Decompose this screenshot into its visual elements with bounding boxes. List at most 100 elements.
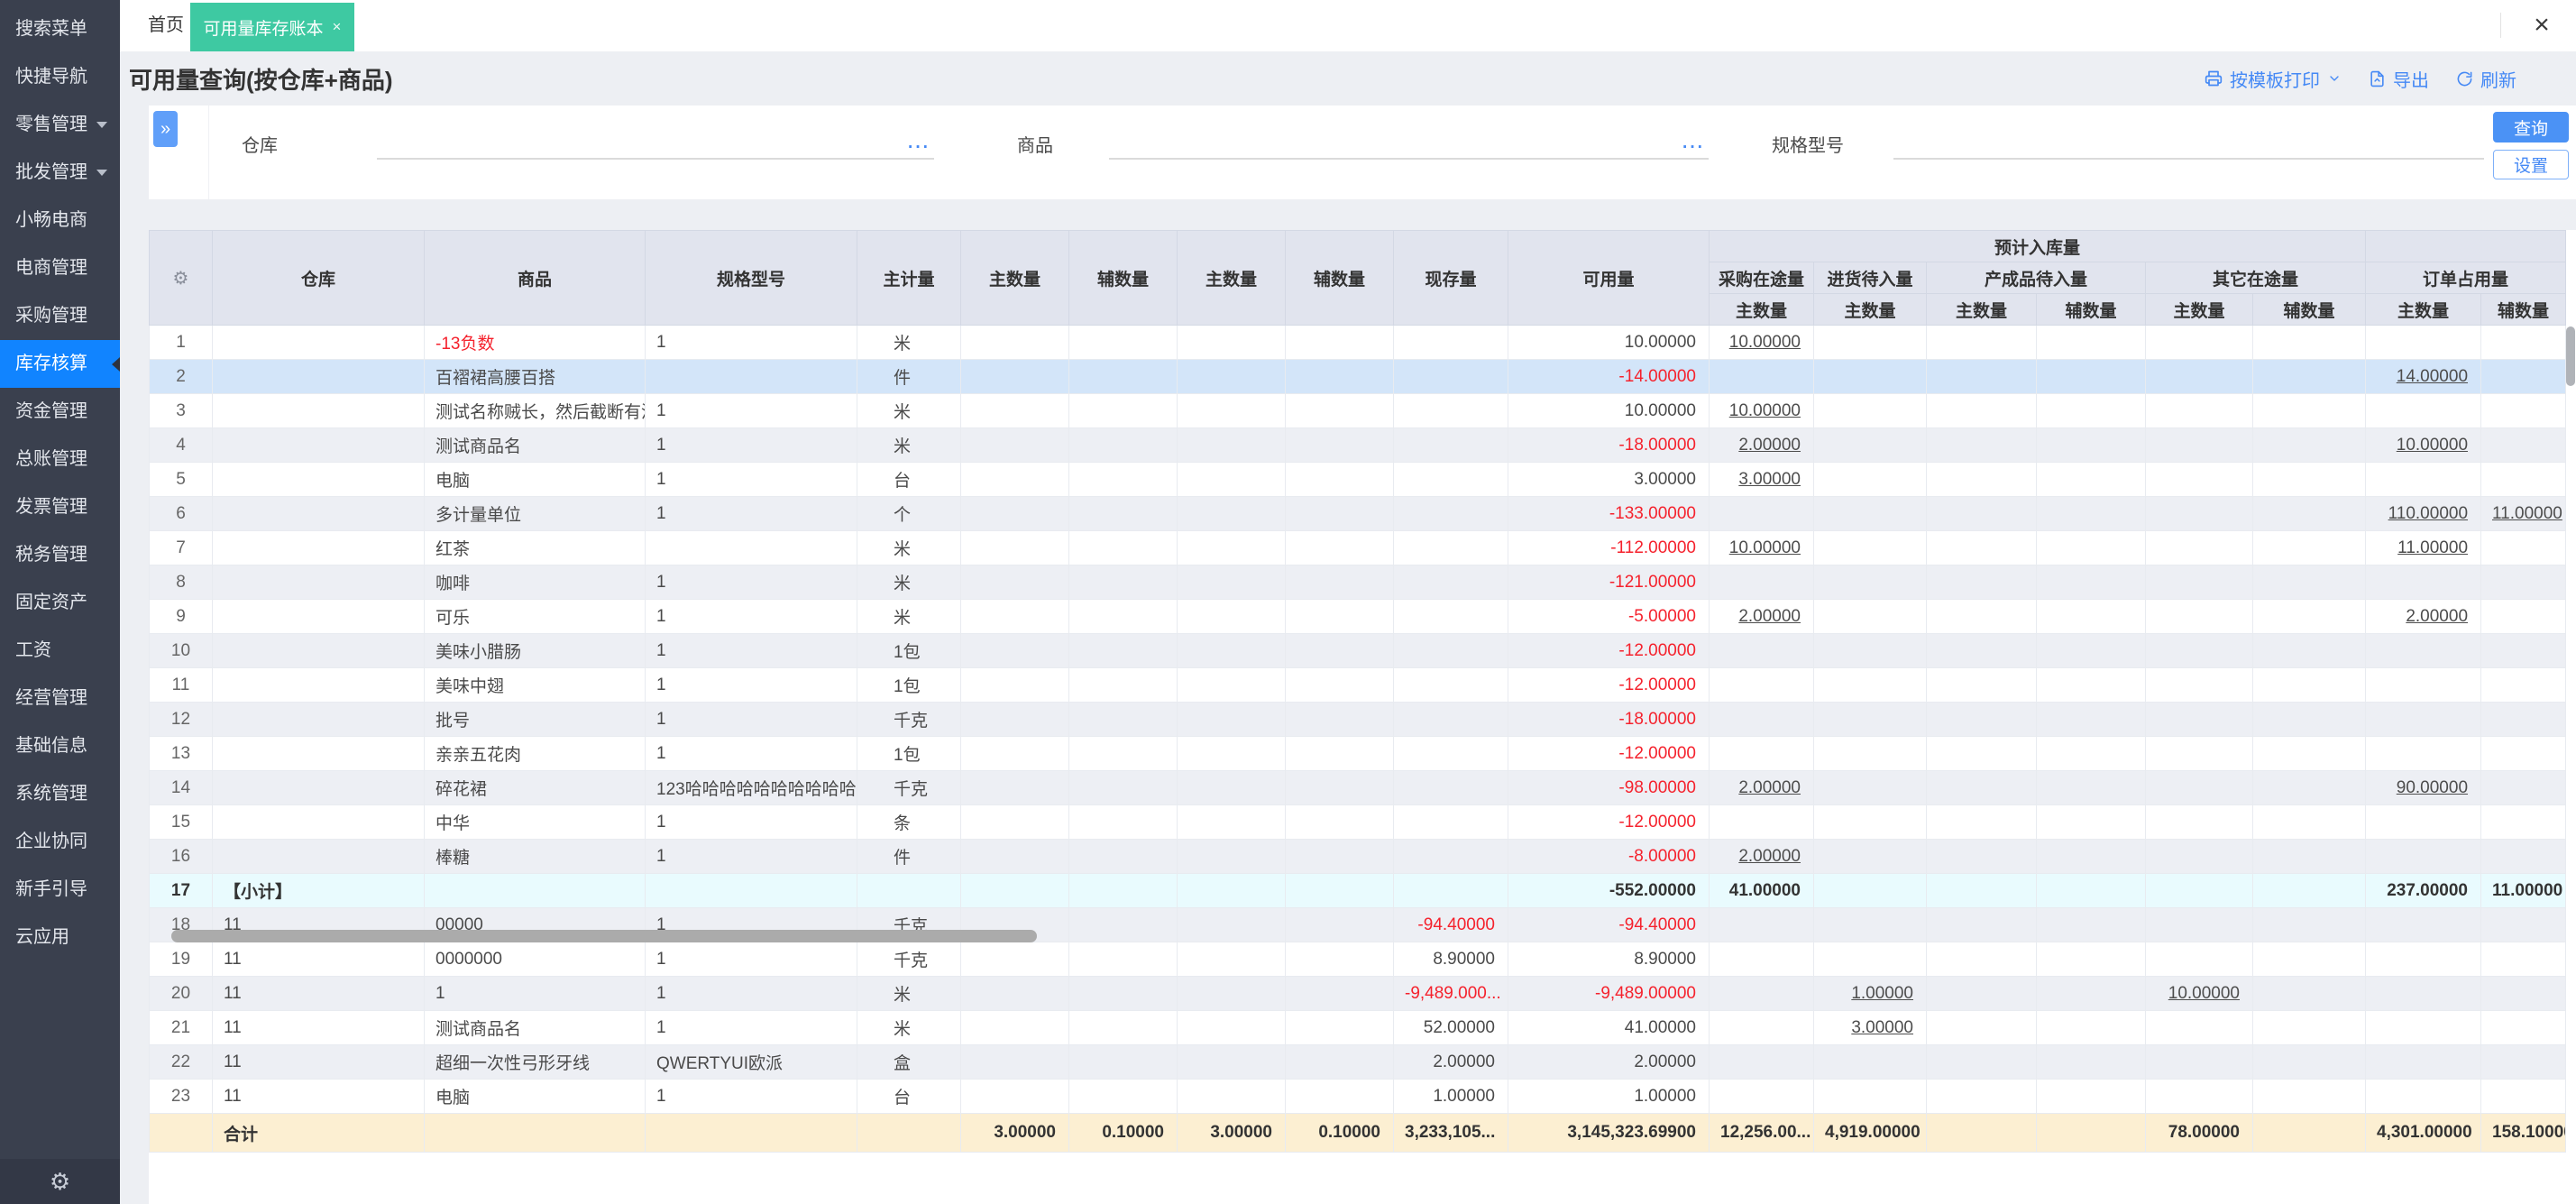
- cell-pt[interactable]: 2.00000: [1709, 839, 1814, 874]
- cell-q1: [960, 359, 1069, 394]
- product-picker-icon[interactable]: ···: [1682, 138, 1705, 157]
- sidebar-item-批发管理[interactable]: 批发管理: [0, 149, 120, 197]
- cell-pt[interactable]: 10.00000: [1709, 393, 1814, 428]
- table-row[interactable]: 12 批号 1 千克 -18.00000: [149, 702, 2567, 737]
- sidebar-item-云应用[interactable]: 云应用: [0, 914, 120, 961]
- table-row[interactable]: 17 【小计】 -552.00000 41.00000 237.00000 11.0000…: [149, 873, 2567, 908]
- sidebar-item-电商管理[interactable]: 电商管理: [0, 244, 120, 292]
- cell-pt[interactable]: 3.00000: [1709, 462, 1814, 497]
- table-row[interactable]: 21 11 测试商品名 1 米 52.00000 41.00000 3.00000: [149, 1010, 2567, 1045]
- sidebar-item-新手引导[interactable]: 新手引导: [0, 866, 120, 914]
- cell-ip[interactable]: 1.00000: [1813, 976, 1927, 1011]
- sidebar-item-零售管理[interactable]: 零售管理: [0, 101, 120, 149]
- export-button[interactable]: 导出: [2369, 66, 2429, 92]
- sidebar-menu: 搜索菜单 快捷导航 零售管理 批发管理 小畅电商 电商管理 采购管理 库存核算 资金管理 总账管理…: [0, 0, 120, 961]
- table-row[interactable]: 20 11 1 1 米 -9,489.000... -9,489.00000 1.00000 1…: [149, 976, 2567, 1011]
- table-row[interactable]: 15 中华 1 条 -12.00000: [149, 804, 2567, 840]
- cell-fa: [2036, 976, 2146, 1011]
- table-row[interactable]: 10 美味小腊肠 1 1包 -12.00000: [149, 633, 2567, 668]
- sidebar-item-经营管理[interactable]: 经营管理: [0, 675, 120, 722]
- table-row[interactable]: 23 11 电脑 1 台 1.00000 1.00000: [149, 1079, 2567, 1114]
- cell-pt[interactable]: 2.00000: [1709, 599, 1814, 634]
- print-by-template-button[interactable]: 按模板打印: [2205, 66, 2342, 92]
- cell-da: [2480, 462, 2567, 497]
- sidebar-item-库存核算[interactable]: 库存核算: [0, 340, 120, 388]
- sidebar-item-工资[interactable]: 工资: [0, 627, 120, 675]
- cell-dm[interactable]: 14.00000: [2365, 359, 2482, 394]
- cell-dm[interactable]: 11.00000: [2365, 530, 2482, 565]
- cell-pt[interactable]: 2.00000: [1709, 427, 1814, 463]
- table-row[interactable]: 4 测试商品名 1 米 -18.00000 2.00000 10.00000: [149, 427, 2567, 463]
- table-row[interactable]: 16 棒糖 1 件 -8.00000 2.00000: [149, 839, 2567, 874]
- cell-ip[interactable]: 3.00000: [1813, 1010, 1927, 1045]
- sidebar-item-基础信息[interactable]: 基础信息: [0, 722, 120, 770]
- cell-fm: [1926, 1044, 2037, 1080]
- tab-close-icon[interactable]: ×: [332, 18, 342, 35]
- table-row[interactable]: 8 咖啡 1 米 -121.00000: [149, 565, 2567, 600]
- expand-filters-button[interactable]: »: [153, 111, 178, 147]
- table-row[interactable]: 5 电脑 1 台 3.00000 3.00000: [149, 462, 2567, 497]
- availability-table: ⚙ 仓库 商品 规格型号 主计量 主数量 辅数量 主数量 辅数量 现存量 可用量 预计入库量 采购在途量…: [149, 230, 2567, 1153]
- cell-da: [2480, 1079, 2567, 1114]
- sidebar-item-快捷导航[interactable]: 快捷导航: [0, 53, 120, 101]
- sidebar-item-发票管理[interactable]: 发票管理: [0, 483, 120, 531]
- table-row[interactable]: 9 可乐 1 米 -5.00000 2.00000 2.00000: [149, 599, 2567, 634]
- cell-pt[interactable]: 2.00000: [1709, 770, 1814, 805]
- sidebar-settings-button[interactable]: ⚙: [0, 1159, 120, 1204]
- table-row[interactable]: 6 多计量单位 1 个 -133.00000 110.00000 11.00000: [149, 496, 2567, 531]
- group-header-forecast-inbound: 预计入库量: [1708, 230, 2367, 262]
- vertical-scrollbar[interactable]: [2566, 326, 2575, 386]
- sidebar-item-税务管理[interactable]: 税务管理: [0, 531, 120, 579]
- cell-q1: [960, 530, 1069, 565]
- sidebar-item-label: 固定资产: [15, 593, 87, 612]
- window-close-icon[interactable]: ×: [2534, 10, 2550, 40]
- cell-n: 20: [149, 976, 213, 1011]
- table-row[interactable]: 14 碎花裙123哈哈哈哈哈哈哈哈哈哈哈哈哈...千克 -98.000002.000…: [149, 770, 2567, 805]
- cell-n: 17: [149, 873, 213, 908]
- tab-available-ledger[interactable]: 可用量库存账本 ×: [190, 3, 354, 51]
- cell-dm[interactable]: 110.00000: [2365, 496, 2482, 531]
- table-row[interactable]: 2 百褶裙高腰百搭 件 -14.00000 14.00000: [149, 359, 2567, 394]
- cell-om[interactable]: 10.00000: [2145, 976, 2253, 1011]
- table-row[interactable]: 11 美味中翅 1 1包 -12.00000: [149, 667, 2567, 703]
- table-row[interactable]: 7 红茶 米 -112.00000 10.00000 11.00000: [149, 530, 2567, 565]
- table-row[interactable]: 19 11 0000000 1 千克 8.90000 8.90000: [149, 942, 2567, 977]
- sidebar-item-搜索菜单[interactable]: 搜索菜单: [0, 5, 120, 53]
- sidebar-item-小畅电商[interactable]: 小畅电商: [0, 197, 120, 244]
- cell-ip: [1813, 393, 1927, 428]
- table-row[interactable]: 13 亲亲五花肉 1 1包 -12.00000: [149, 736, 2567, 771]
- cell-pt[interactable]: 10.00000: [1709, 325, 1814, 360]
- cell-om: [2145, 873, 2253, 908]
- sidebar-item-系统管理[interactable]: 系统管理: [0, 770, 120, 818]
- cell-dm[interactable]: 2.00000: [2365, 599, 2482, 634]
- cell-pt[interactable]: 10.00000: [1709, 530, 1814, 565]
- cell-p: 电脑: [424, 1079, 646, 1114]
- refresh-button[interactable]: 刷新: [2456, 66, 2516, 92]
- spec-filter-input[interactable]: [1893, 133, 2484, 160]
- cell-fm: [1926, 496, 2037, 531]
- sidebar-item-采购管理[interactable]: 采购管理: [0, 292, 120, 340]
- sidebar-item-资金管理[interactable]: 资金管理: [0, 388, 120, 436]
- collapse-notch-icon[interactable]: [112, 356, 120, 372]
- product-filter-input[interactable]: ···: [1109, 133, 1709, 160]
- column-header: 辅数量: [1068, 230, 1178, 326]
- cell-oa: [2251, 633, 2367, 668]
- horizontal-scrollbar[interactable]: [171, 930, 1037, 942]
- table-row[interactable]: 1 -13负数 1 米 10.00000 10.00000: [149, 325, 2567, 360]
- warehouse-picker-icon[interactable]: ···: [908, 138, 930, 157]
- cell-dm: [2365, 942, 2482, 977]
- sidebar-item-固定资产[interactable]: 固定资产: [0, 579, 120, 627]
- tab-home[interactable]: 首页: [148, 15, 184, 35]
- cell-da[interactable]: 11.00000: [2480, 496, 2567, 531]
- cell-dm[interactable]: 90.00000: [2365, 770, 2482, 805]
- sidebar-item-企业协同[interactable]: 企业协同: [0, 818, 120, 866]
- settings-button[interactable]: 设置: [2493, 150, 2569, 179]
- cell-dm[interactable]: 10.00000: [2365, 427, 2482, 463]
- cell-q1: [960, 1044, 1069, 1080]
- sidebar-item-总账管理[interactable]: 总账管理: [0, 436, 120, 483]
- query-button[interactable]: 查询: [2493, 112, 2569, 142]
- warehouse-filter-input[interactable]: ···: [377, 133, 934, 160]
- table-row[interactable]: 22 11 超细一次性弓形牙线 QWERTYUI欧派盒 2.00000 2.00000: [149, 1044, 2567, 1080]
- column-settings-gear-icon[interactable]: ⚙: [149, 230, 213, 326]
